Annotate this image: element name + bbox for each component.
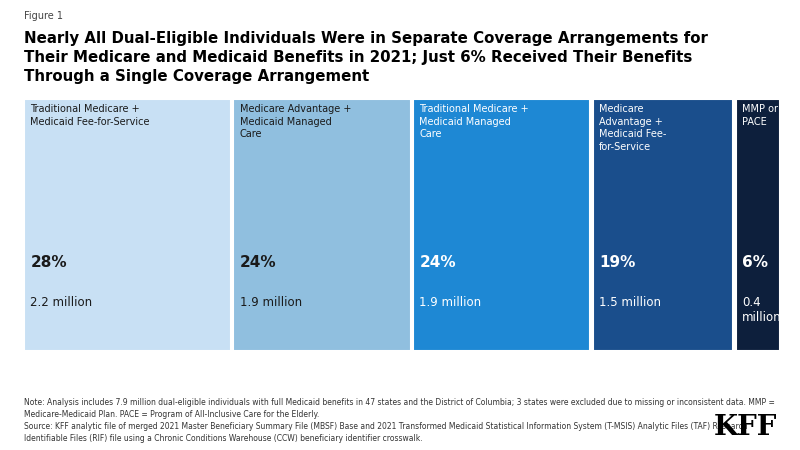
- Text: 1.9 million: 1.9 million: [240, 296, 302, 309]
- FancyBboxPatch shape: [593, 99, 734, 351]
- Text: Nearly All Dual-Eligible Individuals Were in Separate Coverage Arrangements for
: Nearly All Dual-Eligible Individuals Wer…: [24, 32, 708, 84]
- Text: Note: Analysis includes 7.9 million dual-eligible individuals with full Medicaid: Note: Analysis includes 7.9 million dual…: [24, 398, 775, 419]
- Text: 19%: 19%: [599, 255, 636, 270]
- Text: 24%: 24%: [240, 255, 276, 270]
- FancyBboxPatch shape: [413, 99, 590, 351]
- Text: 1.9 million: 1.9 million: [419, 296, 482, 309]
- Text: 6%: 6%: [742, 255, 768, 270]
- Text: Source: KFF analytic file of merged 2021 Master Beneficiary Summary File (MBSF) : Source: KFF analytic file of merged 2021…: [24, 422, 748, 443]
- Text: 28%: 28%: [30, 255, 67, 270]
- Text: Figure 1: Figure 1: [24, 11, 63, 21]
- Text: Traditional Medicare +
Medicaid Managed
Care: Traditional Medicare + Medicaid Managed …: [419, 104, 529, 139]
- Text: Traditional Medicare +
Medicaid Fee-for-Service: Traditional Medicare + Medicaid Fee-for-…: [30, 104, 150, 127]
- Text: KFF: KFF: [714, 414, 778, 441]
- Text: 1.5 million: 1.5 million: [599, 296, 662, 309]
- Text: Medicare Advantage +
Medicaid Managed
Care: Medicare Advantage + Medicaid Managed Ca…: [240, 104, 351, 139]
- FancyBboxPatch shape: [24, 99, 231, 351]
- Text: MMP or
PACE: MMP or PACE: [742, 104, 778, 127]
- Text: Medicare
Advantage +
Medicaid Fee-
for-Service: Medicare Advantage + Medicaid Fee- for-S…: [599, 104, 666, 152]
- FancyBboxPatch shape: [234, 99, 410, 351]
- Text: 24%: 24%: [419, 255, 456, 270]
- Text: 0.4
million: 0.4 million: [742, 296, 782, 324]
- FancyBboxPatch shape: [736, 99, 780, 351]
- Text: 2.2 million: 2.2 million: [30, 296, 93, 309]
